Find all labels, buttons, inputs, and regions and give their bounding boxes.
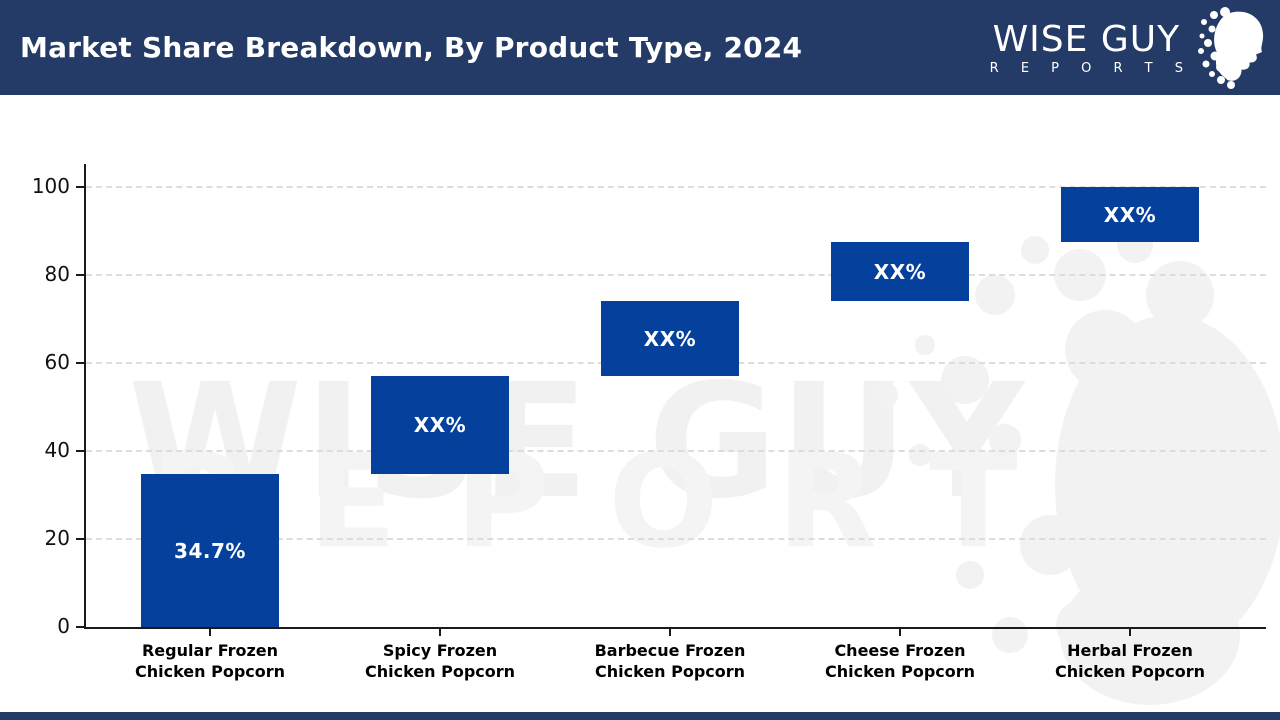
watermark-face-icon: [872, 227, 1280, 705]
gridline: [86, 274, 1266, 276]
bar-segment: 34.7%: [141, 474, 279, 627]
bar-segment: XX%: [601, 301, 739, 377]
x-tick-mark: [209, 629, 211, 636]
y-tick-mark: [76, 362, 84, 364]
category-label: Barbecue Frozen Chicken Popcorn: [594, 641, 746, 681]
category-label: Spicy Frozen Chicken Popcorn: [364, 641, 516, 681]
header-band: Market Share Breakdown, By Product Type,…: [0, 0, 1280, 95]
x-tick-mark: [439, 629, 441, 636]
bar-value-label: XX%: [413, 413, 467, 438]
footer-band: [0, 712, 1280, 720]
y-tick-mark: [76, 450, 84, 452]
x-tick-mark: [1129, 629, 1131, 636]
bar-value-label: XX%: [1103, 202, 1157, 227]
bar-segment: XX%: [371, 376, 509, 475]
bar-value-label: XX%: [873, 259, 927, 284]
x-tick-mark: [899, 629, 901, 636]
category-label: Herbal Frozen Chicken Popcorn: [1054, 641, 1206, 681]
y-tick-mark: [76, 538, 84, 540]
y-tick-mark: [76, 274, 84, 276]
logo-name-text: WISE GUY: [992, 19, 1181, 60]
category-label: Regular Frozen Chicken Popcorn: [134, 641, 286, 681]
y-axis-line: [84, 164, 86, 629]
x-tick-mark: [669, 629, 671, 636]
y-tick-mark: [76, 626, 84, 628]
y-tick-label: 60: [44, 350, 70, 374]
logo-tagline-text: R E P O R T S: [989, 61, 1192, 76]
bar-segment: XX%: [1061, 187, 1199, 242]
category-label: Cheese Frozen Chicken Popcorn: [824, 641, 976, 681]
y-tick-label: 100: [31, 174, 70, 198]
bar-value-label: XX%: [643, 326, 697, 351]
x-axis-line: [84, 627, 1266, 629]
chart-title: Market Share Breakdown, By Product Type,…: [20, 31, 803, 64]
gridline: [86, 450, 1266, 452]
bar-segment: XX%: [831, 242, 969, 302]
gridline: [86, 538, 1266, 540]
y-tick-label: 80: [44, 262, 70, 286]
y-tick-label: 20: [44, 526, 70, 550]
y-tick-mark: [76, 186, 84, 188]
wise-guy-reports-logo: WISE GUY R E P O R T S: [981, 6, 1268, 90]
logo-face-icon: [1198, 7, 1264, 89]
gridline: [86, 186, 1266, 188]
y-tick-label: 40: [44, 438, 70, 462]
y-tick-label: 0: [57, 614, 70, 638]
bar-value-label: 34.7%: [174, 538, 246, 563]
